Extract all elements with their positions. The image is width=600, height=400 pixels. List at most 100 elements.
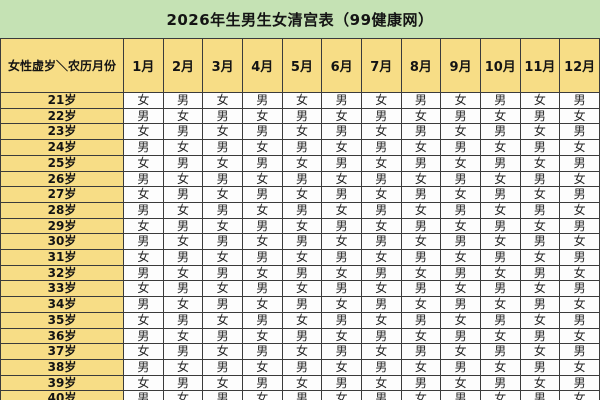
month-header-cell: 5月 (281, 38, 323, 93)
gender-cell: 女 (440, 92, 481, 109)
month-header-cell: 9月 (440, 38, 481, 93)
age-cell: 32岁 (0, 264, 124, 282)
gender-cell: 男 (479, 280, 521, 298)
gender-cell: 女 (479, 201, 521, 219)
gender-cell: 女 (321, 358, 362, 376)
gender-cell: 女 (519, 280, 561, 298)
gender-cell: 男 (202, 358, 243, 376)
gender-cell: 女 (321, 139, 362, 156)
gender-cell: 男 (241, 154, 283, 172)
gender-cell: 女 (162, 107, 204, 125)
gender-cell: 男 (400, 186, 442, 203)
gender-cell: 男 (519, 139, 561, 156)
gender-cell: 男 (162, 280, 204, 298)
gender-cell: 女 (321, 264, 362, 282)
gender-cell: 男 (519, 296, 561, 313)
gender-cell: 男 (321, 186, 362, 203)
gender-cell: 女 (559, 201, 600, 219)
gender-cell: 男 (440, 296, 481, 313)
month-header-cell: 7月 (360, 38, 402, 93)
gender-cell: 女 (321, 390, 362, 400)
table-body: 21岁女男女男女男女男女男女男 22岁男女男女男女男女男女男女 23岁女男女男女男女… (0, 92, 600, 400)
gender-cell: 女 (162, 327, 204, 345)
age-cell: 29岁 (0, 217, 124, 235)
age-cell: 33岁 (0, 280, 124, 298)
gender-cell: 女 (321, 233, 362, 251)
month-header-cell: 12月 (559, 38, 600, 93)
gender-cell: 女 (360, 123, 402, 141)
gender-cell: 男 (519, 327, 561, 345)
gender-cell: 男 (202, 296, 243, 313)
gender-cell: 女 (162, 390, 204, 400)
gender-cell: 男 (559, 92, 600, 109)
gender-cell: 男 (360, 170, 402, 188)
gender-cell: 男 (281, 358, 323, 376)
age-cell: 35岁 (0, 311, 124, 329)
gender-cell: 女 (202, 280, 243, 298)
gender-cell: 女 (202, 374, 243, 392)
age-cell: 36岁 (0, 327, 124, 345)
table-row: 40岁男女男女男女男女男女男女 (0, 390, 600, 400)
gender-cell: 女 (479, 296, 521, 313)
corner-header-cell: 女性虚岁＼农历月份 (0, 38, 124, 93)
gender-cell: 女 (162, 139, 204, 156)
gender-cell: 女 (519, 186, 561, 203)
gender-cell: 女 (440, 123, 481, 141)
table-row: 29岁女男女男女男女男女男女男 (0, 217, 600, 235)
gender-cell: 女 (519, 249, 561, 266)
gender-cell: 男 (479, 217, 521, 235)
gender-cell: 男 (202, 139, 243, 156)
gender-cell: 男 (400, 311, 442, 329)
age-cell: 39岁 (0, 374, 124, 392)
gender-cell: 女 (281, 217, 323, 235)
gender-cell: 男 (440, 139, 481, 156)
gender-cell: 男 (519, 170, 561, 188)
page-title: 2026年生男生女清宫表（99健康网） (166, 10, 434, 29)
month-header-cell: 11月 (519, 38, 561, 93)
gender-cell: 女 (123, 374, 164, 392)
gender-cell: 女 (202, 92, 243, 109)
gender-cell: 男 (202, 170, 243, 188)
gender-cell: 男 (241, 374, 283, 392)
gender-cell: 男 (400, 154, 442, 172)
gender-cell: 女 (123, 311, 164, 329)
gender-prediction-table: 女性虚岁＼农历月份 1月 2月 3月 4月 5月 6月 7月 8月 9月 10月 11月 12月 21… (0, 38, 600, 400)
gender-cell: 女 (440, 374, 481, 392)
age-cell: 22岁 (0, 107, 124, 125)
gender-cell: 女 (440, 311, 481, 329)
title-bar: 2026年生男生女清宫表（99健康网） (0, 0, 600, 38)
gender-cell: 女 (162, 264, 204, 282)
gender-cell: 女 (202, 217, 243, 235)
gender-cell: 女 (400, 107, 442, 125)
gender-cell: 女 (440, 154, 481, 172)
gender-cell: 女 (281, 92, 323, 109)
gender-cell: 女 (162, 170, 204, 188)
gender-cell: 女 (162, 296, 204, 313)
gender-cell: 男 (162, 217, 204, 235)
month-header-cell: 2月 (162, 38, 204, 93)
gender-cell: 女 (241, 170, 283, 188)
gender-cell: 男 (440, 390, 481, 400)
gender-cell: 男 (162, 343, 204, 360)
gender-cell: 男 (440, 358, 481, 376)
gender-cell: 女 (519, 311, 561, 329)
gender-cell: 女 (202, 311, 243, 329)
gender-cell: 男 (123, 233, 164, 251)
gender-cell: 男 (241, 311, 283, 329)
gender-cell: 男 (479, 249, 521, 266)
gender-cell: 男 (321, 311, 362, 329)
gender-cell: 女 (202, 343, 243, 360)
gender-cell: 男 (281, 233, 323, 251)
table-row: 23岁女男女男女男女男女男女男 (0, 123, 600, 141)
gender-cell: 男 (360, 358, 402, 376)
gender-cell: 女 (360, 280, 402, 298)
gender-cell: 女 (241, 390, 283, 400)
gender-cell: 男 (400, 92, 442, 109)
gender-cell: 女 (559, 327, 600, 345)
gender-cell: 男 (479, 123, 521, 141)
gender-cell: 男 (123, 139, 164, 156)
table-row: 22岁男女男女男女男女男女男女 (0, 107, 600, 125)
gender-cell: 男 (559, 311, 600, 329)
gender-cell: 男 (281, 390, 323, 400)
